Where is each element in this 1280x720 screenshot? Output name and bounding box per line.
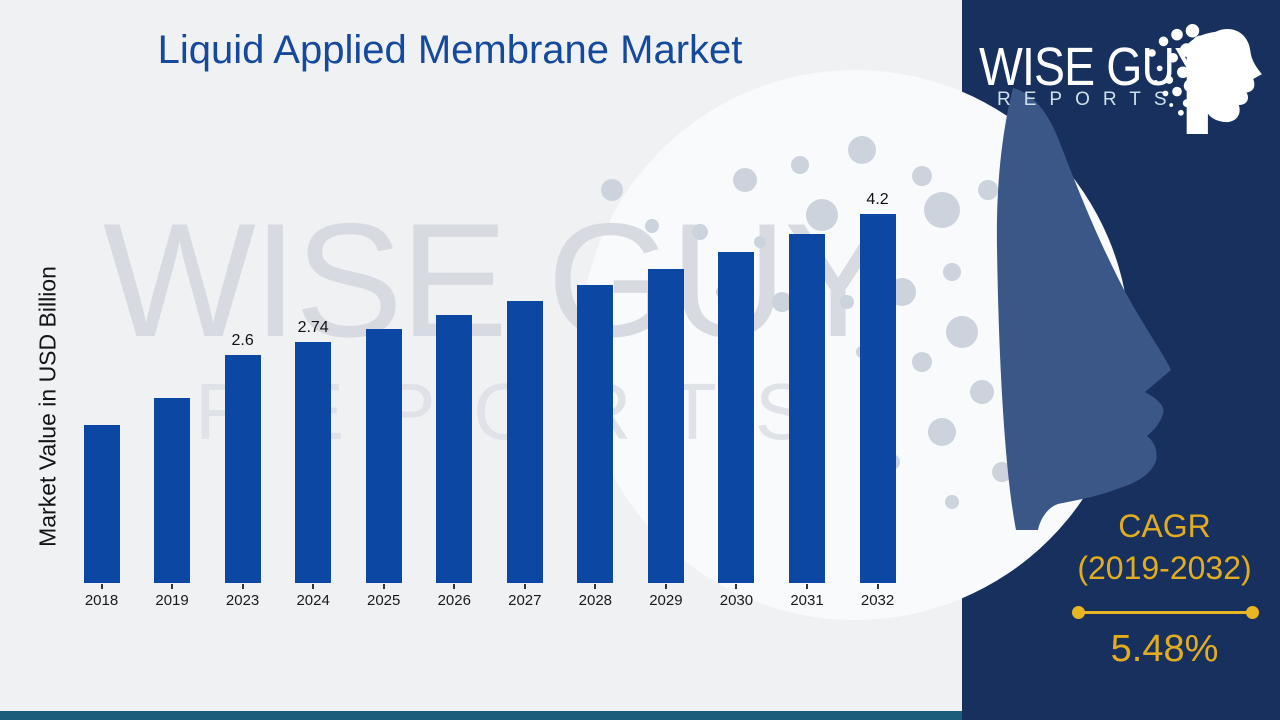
x-axis-year-label: 2024 <box>296 592 330 609</box>
bar-chart: 2018 2019 2.6 2023 2.74 2024 2025 2026 2027 2028 2… <box>83 191 896 609</box>
bar-value-label: 2.6 <box>231 332 254 349</box>
watermark-dot <box>945 495 959 509</box>
x-axis-tick <box>664 584 667 589</box>
watermark-dot <box>840 295 854 309</box>
cagr-range: (2019-2032) <box>1077 550 1252 586</box>
bar-2031 <box>789 234 825 583</box>
watermark-dot <box>992 462 1012 482</box>
bar-2029 <box>647 269 684 583</box>
x-axis-year-label: 2023 <box>225 592 260 609</box>
x-axis-year-label: 2025 <box>367 592 401 609</box>
chart-title: Liquid Applied Membrane Market <box>157 28 743 72</box>
watermark-dot <box>772 292 792 312</box>
x-axis-tick <box>806 584 808 589</box>
bar-2019 <box>154 398 191 583</box>
x-axis-tick <box>171 584 174 589</box>
watermark-text-wiseguy: WISE GUY <box>103 190 892 371</box>
face-silhouette <box>996 88 1171 530</box>
x-axis-year-label: 2031 <box>790 592 824 609</box>
watermark-dot <box>943 263 961 281</box>
x-axis-year-label: 2026 <box>437 592 471 609</box>
bar-2028 <box>577 285 614 583</box>
watermark-dot <box>978 180 998 200</box>
logo-face-icon <box>1148 24 1262 134</box>
watermark-dot <box>791 156 809 174</box>
bar-value-label: 4.2 <box>866 191 889 208</box>
x-axis-tick <box>100 584 103 589</box>
x-axis-year-label: 2019 <box>155 592 189 609</box>
bar-2030 <box>718 252 755 583</box>
x-axis-year-label: 2032 <box>860 592 895 609</box>
footer-strip <box>0 711 962 720</box>
bar-2024 <box>295 342 332 583</box>
x-axis-year-label: 2030 <box>719 592 754 609</box>
x-axis-tick <box>453 584 456 589</box>
bar-2018 <box>83 425 120 583</box>
watermark-dot <box>806 199 838 231</box>
x-axis-tick <box>523 584 526 589</box>
x-axis-tick <box>735 584 738 589</box>
x-axis-tick <box>241 584 244 589</box>
x-axis-tick <box>594 584 597 589</box>
x-axis-tick <box>382 584 385 589</box>
watermark-dot <box>733 168 757 192</box>
watermark-dot <box>912 166 932 186</box>
watermark-dot <box>645 219 659 233</box>
x-axis-year-label: 2027 <box>508 592 542 609</box>
watermark-dot <box>928 418 956 446</box>
x-axis-tick <box>876 584 879 589</box>
x-axis-tick <box>312 584 315 589</box>
watermark-dot <box>848 136 876 164</box>
logo-wordmark: WISE GUY <box>979 37 1205 97</box>
bar-2027 <box>506 301 543 583</box>
watermark-dot <box>692 224 708 240</box>
watermark-dot <box>970 380 994 404</box>
x-axis-year-label: 2028 <box>578 592 613 609</box>
watermark-dot <box>924 192 960 228</box>
bar-2026 <box>436 315 473 583</box>
cagr-value: 5.48% <box>1110 628 1219 670</box>
bar-value-label: 2.74 <box>297 319 329 336</box>
cagr-label: CAGR <box>1118 508 1211 544</box>
bar-2023 <box>224 355 261 583</box>
x-axis-year-label: 2029 <box>649 592 683 609</box>
watermark-dot <box>912 352 932 372</box>
logo-subtitle: REPORTS <box>997 89 1180 110</box>
face-silhouette-path <box>996 88 1171 530</box>
bar-2025 <box>365 329 402 583</box>
watermark-dot <box>601 179 623 201</box>
x-axis-year-label: 2018 <box>84 592 119 609</box>
bar-2032 <box>859 214 896 583</box>
watermark-dot <box>754 236 766 248</box>
watermark-dot <box>946 316 978 348</box>
cagr-divider-line <box>1072 606 1259 619</box>
